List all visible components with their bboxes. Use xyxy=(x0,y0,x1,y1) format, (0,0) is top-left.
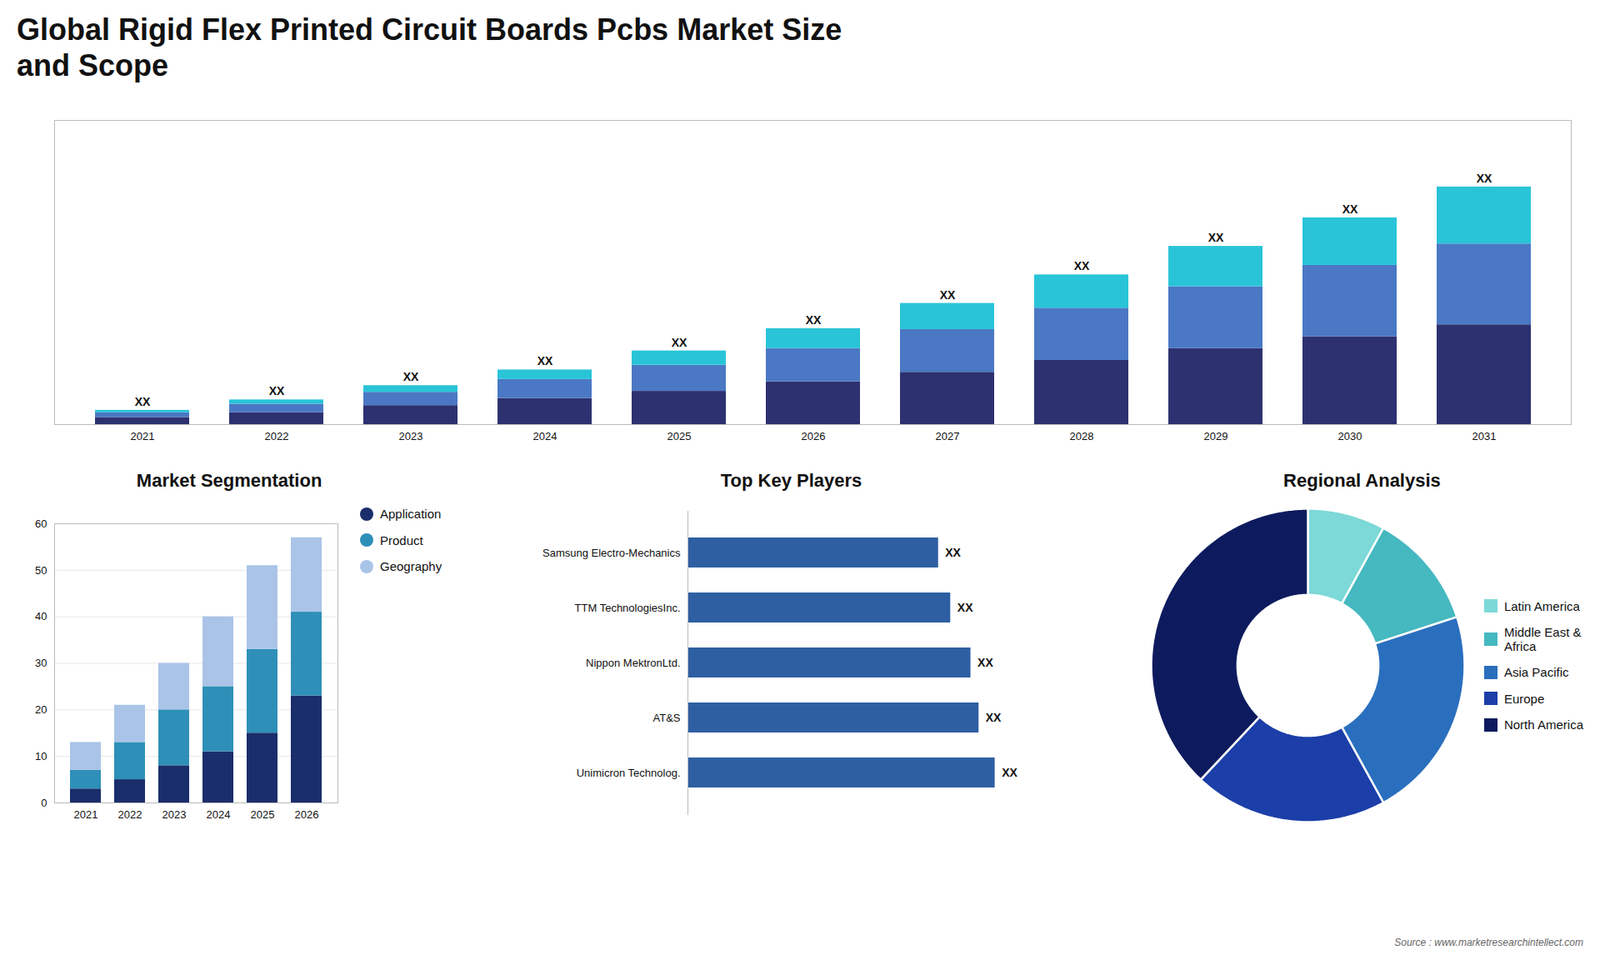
html-text:Latin America: Latin America xyxy=(1504,598,1580,613)
svg-text:2023: 2023 xyxy=(162,808,187,821)
svg-text:30: 30 xyxy=(35,657,47,670)
svg-text:2025: 2025 xyxy=(667,430,692,443)
svg-text:XX: XX xyxy=(269,385,285,399)
html-text:Market Segmentation: Market Segmentation xyxy=(136,470,322,492)
svg-text:60: 60 xyxy=(35,517,47,530)
svg-text:2028: 2028 xyxy=(1070,430,1095,443)
svg-text:2021: 2021 xyxy=(130,430,155,443)
html-text:Middle East & Africa: Middle East & Africa xyxy=(1504,624,1582,654)
svg-text:XX: XX xyxy=(1476,171,1493,185)
svg-text:2024: 2024 xyxy=(533,430,558,443)
html-text:Product: Product xyxy=(380,533,424,548)
html-text:Source : www.marketresearchint: Source : www.marketresearchintellect.com xyxy=(1394,936,1584,949)
svg-text:2024: 2024 xyxy=(206,808,231,821)
svg-text:40: 40 xyxy=(35,610,47,624)
svg-text:TTM TechnologiesInc.: TTM TechnologiesInc. xyxy=(574,601,680,615)
svg-text:XX: XX xyxy=(671,335,688,350)
svg-text:XX: XX xyxy=(403,370,420,385)
svg-text:XX: XX xyxy=(1342,202,1359,216)
svg-text:2026: 2026 xyxy=(801,430,826,443)
svg-text:10: 10 xyxy=(35,750,47,763)
svg-text:2027: 2027 xyxy=(935,430,960,443)
html-text:Application: Application xyxy=(380,507,442,522)
svg-text:AT&S: AT&S xyxy=(652,711,680,725)
html-text:Regional Analysis: Regional Analysis xyxy=(1283,470,1441,492)
svg-text:XX: XX xyxy=(945,545,961,560)
svg-text:XX: XX xyxy=(940,288,956,302)
svg-text:2029: 2029 xyxy=(1204,430,1229,443)
html-text:Europe: Europe xyxy=(1504,691,1545,706)
svg-text:XX: XX xyxy=(977,655,994,670)
svg-text:XX: XX xyxy=(537,355,554,369)
svg-text:2026: 2026 xyxy=(295,808,320,821)
svg-text:20: 20 xyxy=(35,703,47,716)
svg-text:2022: 2022 xyxy=(265,430,290,443)
html-text:Asia Pacific: Asia Pacific xyxy=(1504,665,1569,680)
svg-text:Nippon MektronLtd.: Nippon MektronLtd. xyxy=(585,656,680,670)
html-text:Global Rigid Flex Printed Circ: Global Rigid Flex Printed Circuit Boards… xyxy=(16,12,842,83)
svg-text:XX: XX xyxy=(1208,230,1225,245)
svg-text:Unimicron Technolog.: Unimicron Technolog. xyxy=(575,766,680,780)
html-text:North America: North America xyxy=(1504,717,1584,732)
svg-text:0: 0 xyxy=(40,796,47,810)
svg-text:XX: XX xyxy=(1001,765,1018,780)
svg-text:XX: XX xyxy=(985,710,1001,725)
svg-text:50: 50 xyxy=(35,564,47,577)
svg-text:XX: XX xyxy=(1074,260,1090,274)
svg-text:Samsung Electro-Mechanics: Samsung Electro-Mechanics xyxy=(542,546,681,560)
svg-text:2023: 2023 xyxy=(399,430,424,443)
html-text:Geography: Geography xyxy=(380,559,442,574)
html-text:Top Key Players: Top Key Players xyxy=(720,470,862,492)
svg-text:2021: 2021 xyxy=(74,808,99,821)
svg-text:XX: XX xyxy=(956,600,973,615)
svg-text:XX: XX xyxy=(805,313,822,327)
svg-text:2025: 2025 xyxy=(250,808,275,821)
svg-text:2022: 2022 xyxy=(118,808,143,821)
svg-text:2030: 2030 xyxy=(1338,430,1363,443)
svg-text:2031: 2031 xyxy=(1472,430,1497,443)
svg-text:XX: XX xyxy=(135,395,151,409)
